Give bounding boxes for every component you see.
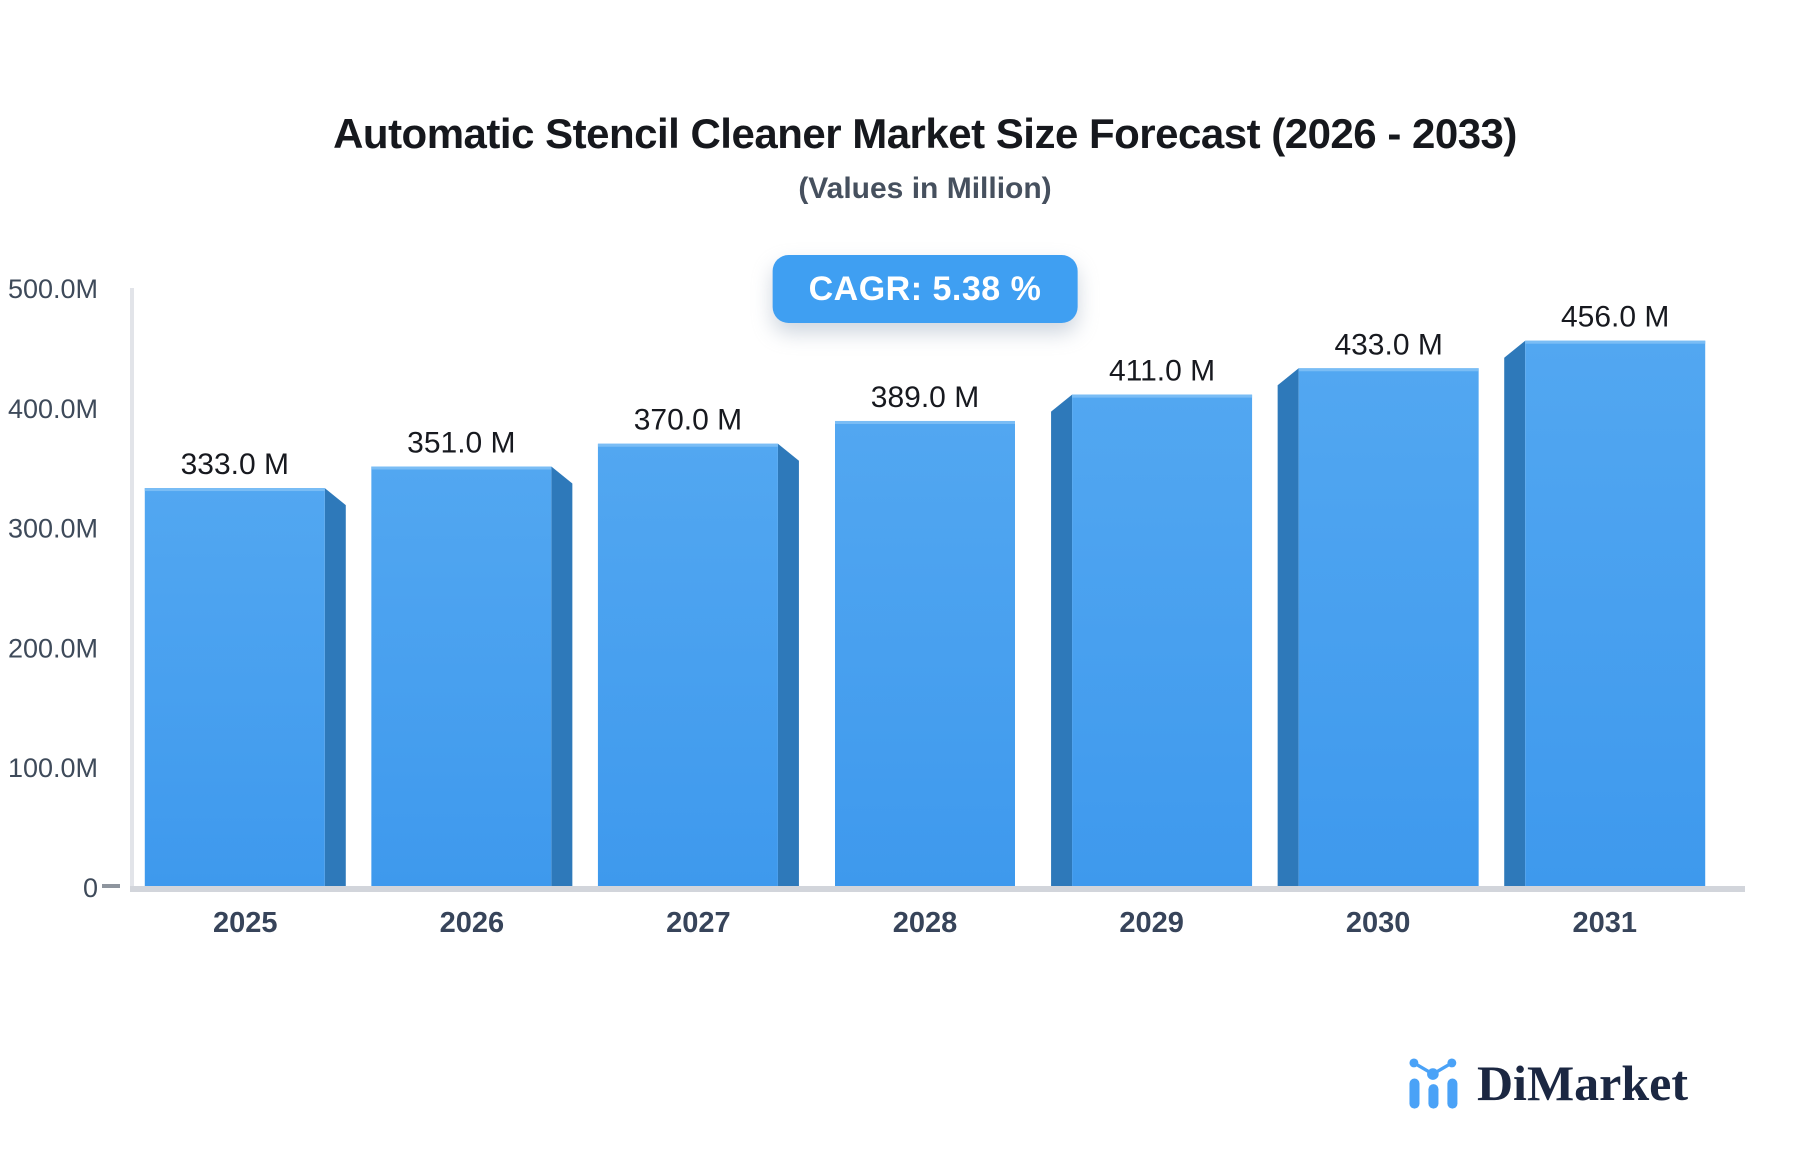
- bar-2029: [1072, 394, 1253, 887]
- bar-2028: [835, 420, 1015, 887]
- bar-top-edge-2026: [371, 466, 552, 470]
- x-axis-label-2029: 2029: [1119, 907, 1184, 939]
- x-axis-label-2027: 2027: [666, 907, 731, 939]
- bar-side-2031: [1504, 340, 1526, 887]
- bar-2030: [1298, 368, 1479, 887]
- y-tick-label-100: 100.0M: [8, 753, 98, 783]
- x-axis-label-2028: 2028: [893, 907, 958, 939]
- y-tick-label-500: 500.0M: [8, 274, 98, 304]
- y-tick-label-200: 200.0M: [8, 633, 98, 663]
- x-axis-label-2031: 2031: [1572, 907, 1637, 939]
- bar-value-label-2029: 411.0 M: [1109, 355, 1215, 388]
- bar-side-2030: [1277, 368, 1299, 887]
- bar-2031: [1525, 340, 1706, 887]
- bar-side-2027: [777, 443, 799, 887]
- bar-top-edge-2025: [144, 488, 325, 492]
- bar-value-label-2031: 456.0 M: [1561, 301, 1669, 334]
- bar-top-edge-2027: [597, 443, 778, 447]
- y-tick-label-300: 300.0M: [8, 514, 98, 544]
- y-tick-label-400: 400.0M: [8, 394, 98, 424]
- x-axis-line: [130, 886, 1745, 892]
- x-axis-label-2026: 2026: [440, 907, 505, 939]
- bar-top-edge-2031: [1525, 340, 1706, 344]
- bar-2025: [144, 488, 325, 887]
- bar-value-label-2026: 351.0 M: [407, 427, 515, 460]
- bar-value-label-2028: 389.0 M: [871, 381, 979, 414]
- bar-side-2026: [551, 466, 573, 887]
- y-tick-label-0: 0: [83, 873, 98, 903]
- brand-logo: DiMarket: [1405, 1054, 1688, 1112]
- bar-side-2029: [1051, 394, 1073, 887]
- brand-name: DiMarket: [1476, 1055, 1688, 1111]
- bar-top-edge-2030: [1298, 368, 1479, 372]
- bar-top-edge-2029: [1072, 394, 1253, 398]
- bar-chart-logo-icon: [1409, 1058, 1458, 1109]
- chart-subtitle: (Values in Million): [798, 172, 1052, 205]
- x-axis-label-2030: 2030: [1346, 907, 1411, 939]
- chart-title: Automatic Stencil Cleaner Market Size Fo…: [333, 110, 1517, 157]
- bar-value-label-2025: 333.0 M: [181, 448, 289, 481]
- cagr-badge: CAGR: 5.38 %: [772, 255, 1078, 323]
- x-axis-label-2025: 2025: [213, 907, 278, 939]
- bar-2026: [371, 466, 552, 887]
- bar-value-label-2027: 370.0 M: [634, 404, 742, 437]
- bar-value-label-2030: 433.0 M: [1334, 328, 1442, 361]
- y-axis-zero-tick: [102, 884, 120, 888]
- bar-side-2025: [324, 488, 346, 887]
- bar-2027: [597, 443, 778, 887]
- y-axis-line: [130, 288, 134, 887]
- bar-top-edge-2028: [835, 420, 1015, 424]
